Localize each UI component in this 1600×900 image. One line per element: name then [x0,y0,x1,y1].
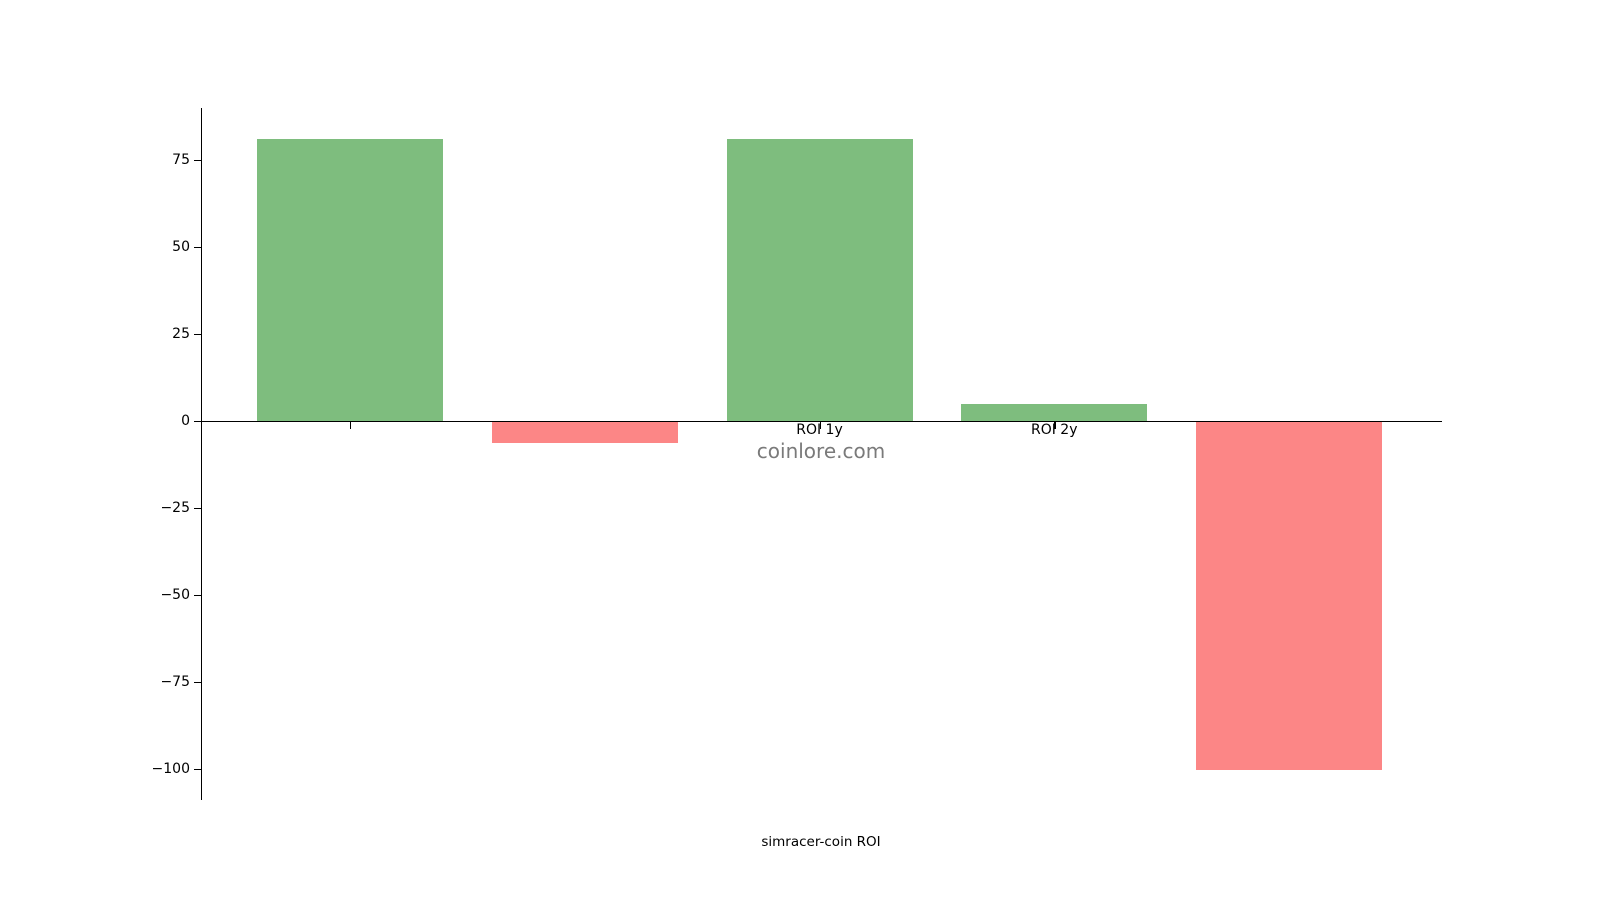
y-tick-mark [194,594,201,597]
chart-bar-unlabeled-4 [1196,422,1382,770]
y-tick-label: −75 [160,673,190,690]
y-tick-label: 50 [172,239,190,256]
y-tick-mark [194,507,201,510]
y-tick-label: −50 [160,586,190,603]
x-tick-label-roi-1y: ROI 1y [796,421,843,438]
chart-bar-unlabeled-1 [491,422,678,444]
x-tick-label-roi-2y: ROI 2y [1030,421,1078,438]
y-tick-label: 0 [181,412,190,429]
chart-bar-roi-2y [961,403,1148,421]
y-tick-label: 25 [172,326,190,343]
y-tick-mark [194,247,201,249]
chart-title: simracer-coin ROI [761,834,881,850]
chart-bar-unlabeled-0 [257,139,443,421]
x-axis-zero-line [201,420,1442,423]
x-tick-mark [819,422,821,430]
y-tick-label: 75 [172,152,190,169]
y-tick-mark [194,420,201,423]
y-tick-mark [194,768,201,770]
y-axis-spine [201,108,203,800]
y-tick-mark [194,334,201,336]
y-tick-label: −25 [160,499,190,516]
y-tick-label: −100 [151,760,190,777]
x-tick-mark [1054,422,1056,430]
x-tick-mark [350,422,352,430]
y-tick-mark [194,160,201,162]
coinlore-watermark: coinlore.com [756,439,886,463]
y-tick-mark [194,681,201,684]
chart-bar-roi-1y [726,139,913,421]
